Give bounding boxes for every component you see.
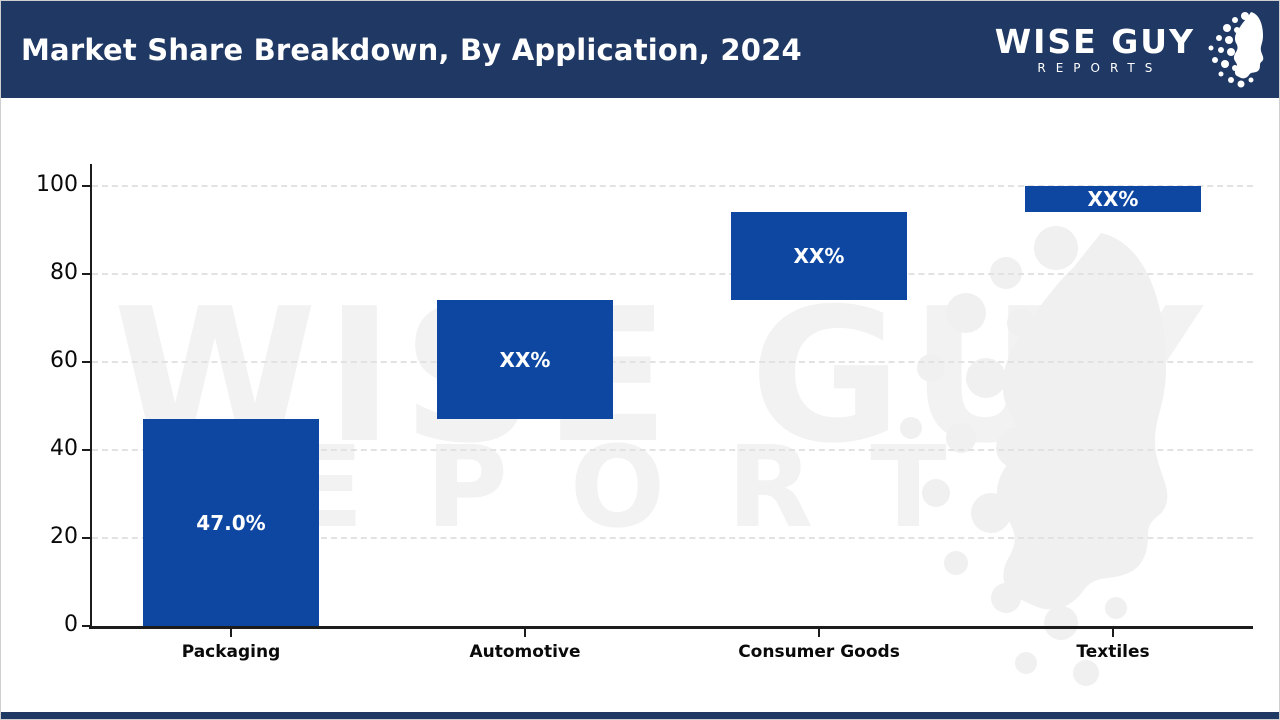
y-axis-label-100: 100 (36, 172, 78, 197)
logo-text: WISE GUY REPORTS (994, 21, 1195, 76)
bar-value-label: XX% (793, 244, 845, 269)
gridline-40 (92, 449, 1253, 451)
x-axis-line (89, 626, 1253, 629)
y-axis-tick-100 (82, 185, 90, 187)
gridline-100 (92, 185, 1253, 187)
y-axis-label-80: 80 (50, 260, 78, 285)
y-axis-label-60: 60 (50, 348, 78, 373)
bar-packaging: 47.0% (143, 419, 319, 626)
bar-textiles: XX% (1025, 186, 1201, 213)
y-axis-tick-0 (82, 625, 90, 627)
gridline-20 (92, 537, 1253, 539)
bar-automotive: XX% (437, 300, 613, 420)
logo-face-icon (1208, 12, 1264, 88)
y-axis-tick-60 (82, 361, 90, 363)
logo-wordmark: WISE GUY (994, 21, 1195, 61)
chart-title: Market Share Breakdown, By Application, … (21, 32, 802, 67)
gridline-60 (92, 361, 1253, 363)
x-axis-label-2: Consumer Goods (738, 642, 900, 662)
bar-value-label: XX% (1087, 187, 1139, 212)
logo-subtitle: REPORTS (1037, 61, 1163, 76)
bar-value-label: 47.0% (196, 510, 266, 535)
x-axis-tick-3 (1112, 629, 1114, 637)
wise-guy-logo: WISE GUY REPORTS (995, 9, 1265, 91)
gridline-80 (92, 273, 1253, 275)
y-axis-line (90, 164, 92, 629)
x-axis-label-0: Packaging (181, 642, 281, 662)
x-axis-label-1: Automotive (469, 642, 581, 662)
footer-band (1, 712, 1279, 719)
bar-value-label: XX% (499, 347, 551, 372)
y-axis-label-20: 20 (50, 524, 78, 549)
y-axis-tick-40 (82, 449, 90, 451)
x-axis-tick-1 (524, 629, 526, 637)
y-axis-label-0: 0 (64, 612, 78, 637)
y-axis-tick-20 (82, 537, 90, 539)
header-band: Market Share Breakdown, By Application, … (1, 1, 1279, 98)
x-axis-label-3: Textiles (1076, 642, 1150, 662)
watermark-face-icon (900, 226, 1168, 686)
x-axis-tick-2 (818, 629, 820, 637)
y-axis-tick-80 (82, 273, 90, 275)
y-axis-label-40: 40 (50, 436, 78, 461)
bar-consumer-goods: XX% (731, 212, 907, 301)
chart-area: WISE GUY REPORTS 0 20 40 60 80 100 47.0% Packag… (1, 98, 1279, 714)
x-axis-tick-0 (230, 629, 232, 637)
